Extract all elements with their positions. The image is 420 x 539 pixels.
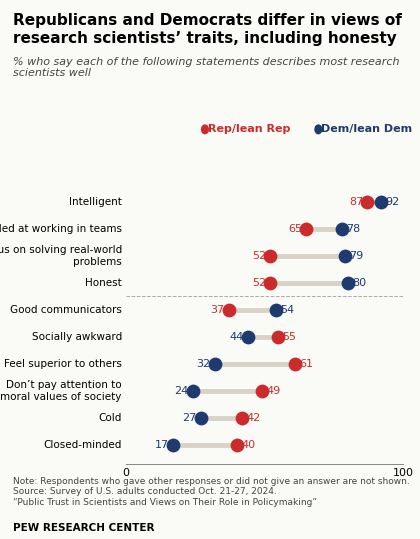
Point [170,440,176,449]
Text: Feel superior to others: Feel superior to others [4,359,122,369]
Text: 54: 54 [280,305,294,315]
Point [197,413,204,422]
Text: 44: 44 [230,332,244,342]
Text: 37: 37 [210,305,224,315]
Text: 80: 80 [352,278,366,288]
Text: Focus on solving real-world
problems: Focus on solving real-world problems [0,245,122,267]
Point [234,440,240,449]
Text: 52: 52 [252,251,266,261]
Point [378,198,384,206]
Text: 55: 55 [283,332,297,342]
Text: Honest: Honest [85,278,122,288]
Point [272,306,279,314]
Text: 78: 78 [346,224,361,234]
Text: 52: 52 [252,278,266,288]
Text: Don’t pay attention to
moral values of society: Don’t pay attention to moral values of s… [0,380,122,402]
Text: PEW RESEARCH CENTER: PEW RESEARCH CENTER [13,523,154,533]
Text: 32: 32 [197,359,210,369]
Text: Socially awkward: Socially awkward [32,332,122,342]
Point [303,225,310,233]
Text: % who say each of the following statements describes most research
scientists we: % who say each of the following statemen… [13,57,399,78]
Point [225,306,232,314]
Text: 49: 49 [266,386,280,396]
Text: 17: 17 [155,440,169,450]
Point [339,225,346,233]
Text: 65: 65 [288,224,302,234]
Point [211,360,218,368]
Text: 40: 40 [241,440,255,450]
Point [189,386,196,395]
Point [292,360,299,368]
Text: Cold: Cold [98,413,122,423]
Text: Republicans and Democrats differ in views of
research scientists’ traits, includ: Republicans and Democrats differ in view… [13,13,402,46]
Point [267,279,273,287]
Point [244,333,251,341]
Text: 27: 27 [182,413,197,423]
Point [267,252,273,260]
Text: 24: 24 [174,386,189,396]
Text: 92: 92 [385,197,399,207]
Text: Closed-minded: Closed-minded [43,440,122,450]
Text: 79: 79 [349,251,363,261]
Text: Dem/lean Dem: Dem/lean Dem [321,125,412,134]
Point [258,386,265,395]
Text: 61: 61 [299,359,313,369]
Text: Good communicators: Good communicators [10,305,122,315]
Point [239,413,246,422]
Text: Skilled at working in teams: Skilled at working in teams [0,224,122,234]
Text: Rep/lean Rep: Rep/lean Rep [208,125,290,134]
Point [364,198,370,206]
Text: 42: 42 [247,413,261,423]
Point [341,252,348,260]
Text: Note: Respondents who gave other responses or did not give an answer are not sho: Note: Respondents who gave other respons… [13,477,410,507]
Text: Intelligent: Intelligent [69,197,122,207]
Point [275,333,282,341]
Point [344,279,351,287]
Text: 87: 87 [349,197,363,207]
